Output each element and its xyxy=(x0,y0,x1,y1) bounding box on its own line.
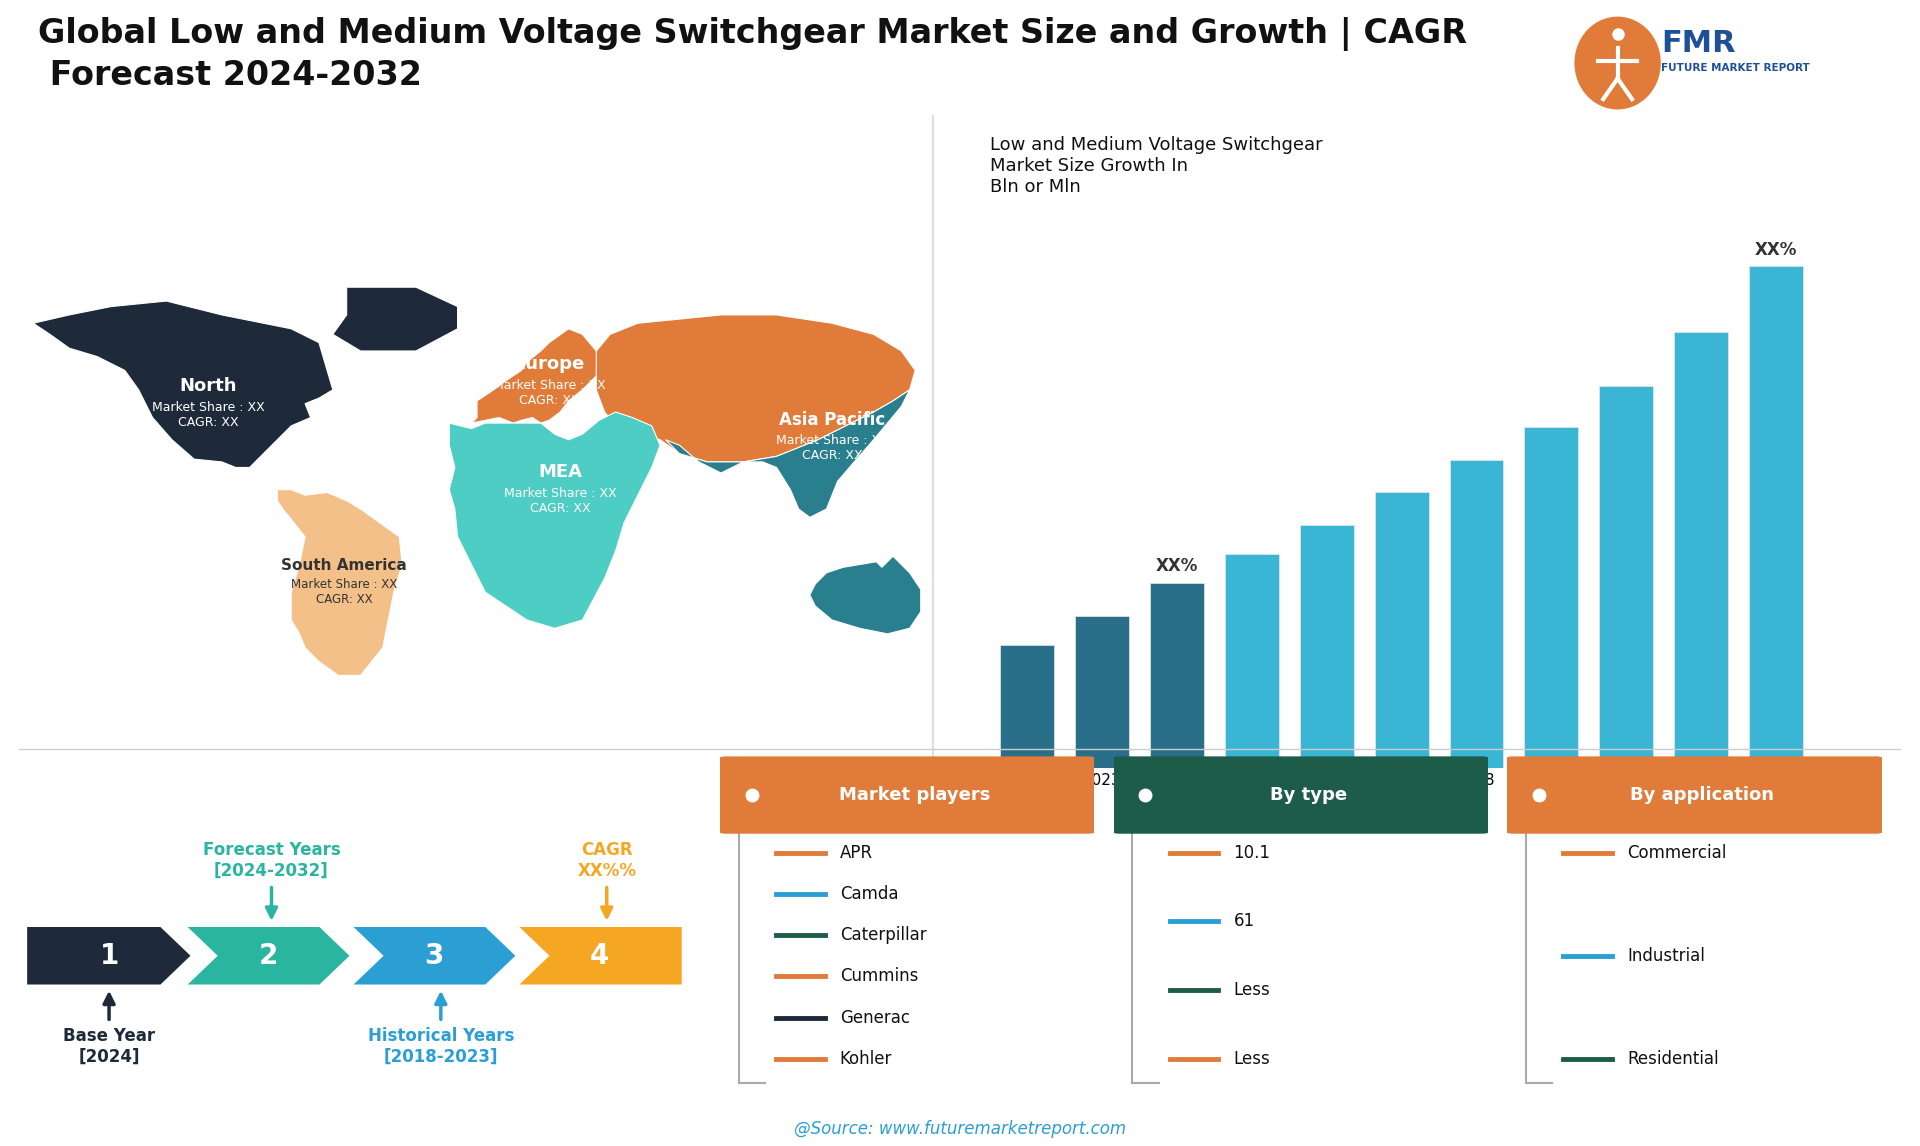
Text: Global Low and Medium Voltage Switchgear Market Size and Growth | CAGR
 Forecast: Global Low and Medium Voltage Switchgear… xyxy=(38,17,1467,92)
Text: Base Year
[2024]: Base Year [2024] xyxy=(63,1027,156,1066)
Polygon shape xyxy=(351,926,516,986)
Text: XX%: XX% xyxy=(1755,241,1797,259)
Text: APR: APR xyxy=(839,843,874,862)
Bar xyxy=(1225,555,1279,768)
Text: 1: 1 xyxy=(100,942,119,970)
Polygon shape xyxy=(472,329,605,423)
Polygon shape xyxy=(33,301,332,468)
Text: Low and Medium Voltage Switchgear
Market Size Growth In
Bln or Mln: Low and Medium Voltage Switchgear Market… xyxy=(989,136,1323,196)
Text: Generac: Generac xyxy=(839,1008,910,1027)
Polygon shape xyxy=(276,489,401,675)
Bar xyxy=(1150,583,1204,768)
Text: @Source: www.futuremarketreport.com: @Source: www.futuremarketreport.com xyxy=(795,1120,1125,1138)
Bar xyxy=(1599,385,1653,768)
Polygon shape xyxy=(27,926,192,986)
Polygon shape xyxy=(597,315,916,462)
Polygon shape xyxy=(666,390,910,517)
Text: Kohler: Kohler xyxy=(839,1050,893,1068)
Text: XX%: XX% xyxy=(1156,557,1198,575)
Text: Asia Pacific: Asia Pacific xyxy=(780,410,885,429)
Text: Commercial: Commercial xyxy=(1626,843,1726,862)
Bar xyxy=(1000,644,1054,768)
Text: Less: Less xyxy=(1233,981,1271,999)
Text: Market Share : XX
CAGR: XX: Market Share : XX CAGR: XX xyxy=(290,579,397,606)
Polygon shape xyxy=(449,411,660,628)
Text: Residential: Residential xyxy=(1626,1050,1718,1068)
Bar xyxy=(1674,332,1728,768)
Polygon shape xyxy=(516,926,684,986)
Text: By type: By type xyxy=(1269,786,1346,803)
Polygon shape xyxy=(810,556,922,634)
Text: 4: 4 xyxy=(589,942,609,970)
FancyBboxPatch shape xyxy=(1106,756,1496,834)
Text: Market players: Market players xyxy=(839,786,991,803)
Bar xyxy=(1300,525,1354,768)
Text: Less: Less xyxy=(1233,1050,1271,1068)
Text: Caterpillar: Caterpillar xyxy=(839,926,927,944)
Text: FMR: FMR xyxy=(1661,29,1736,57)
Text: Industrial: Industrial xyxy=(1626,947,1705,965)
FancyBboxPatch shape xyxy=(712,756,1102,834)
Text: Europe: Europe xyxy=(513,355,586,374)
Bar xyxy=(1375,493,1428,768)
Text: South America: South America xyxy=(280,558,407,573)
Text: Market Share : XX
CAGR: XX: Market Share : XX CAGR: XX xyxy=(503,487,616,515)
Text: Market Share : XX
CAGR: XX: Market Share : XX CAGR: XX xyxy=(152,401,265,429)
Circle shape xyxy=(1574,16,1661,109)
FancyBboxPatch shape xyxy=(1500,756,1889,834)
Text: FUTURE MARKET REPORT: FUTURE MARKET REPORT xyxy=(1661,63,1809,73)
Text: By application: By application xyxy=(1630,786,1774,803)
Bar xyxy=(1749,266,1803,768)
Bar xyxy=(1450,460,1503,768)
Bar xyxy=(1075,615,1129,768)
Text: Market Share : XX
CAGR: XX: Market Share : XX CAGR: XX xyxy=(776,434,889,462)
Text: Cummins: Cummins xyxy=(839,967,918,986)
Polygon shape xyxy=(184,926,351,986)
Text: North: North xyxy=(179,377,236,395)
Text: Camda: Camda xyxy=(839,885,899,903)
Text: 3: 3 xyxy=(424,942,444,970)
Text: Forecast Years
[2024-2032]: Forecast Years [2024-2032] xyxy=(204,841,340,880)
Text: Market Share : XX
CAGR: XX: Market Share : XX CAGR: XX xyxy=(493,378,605,407)
Text: 61: 61 xyxy=(1233,912,1254,931)
Text: CAGR
XX%%: CAGR XX%% xyxy=(578,841,636,880)
Text: Historical Years
[2018-2023]: Historical Years [2018-2023] xyxy=(367,1027,515,1066)
Bar xyxy=(1524,426,1578,768)
Text: 2: 2 xyxy=(259,942,278,970)
Text: 10.1: 10.1 xyxy=(1233,843,1271,862)
Polygon shape xyxy=(332,288,457,351)
Text: MEA: MEA xyxy=(538,463,582,481)
